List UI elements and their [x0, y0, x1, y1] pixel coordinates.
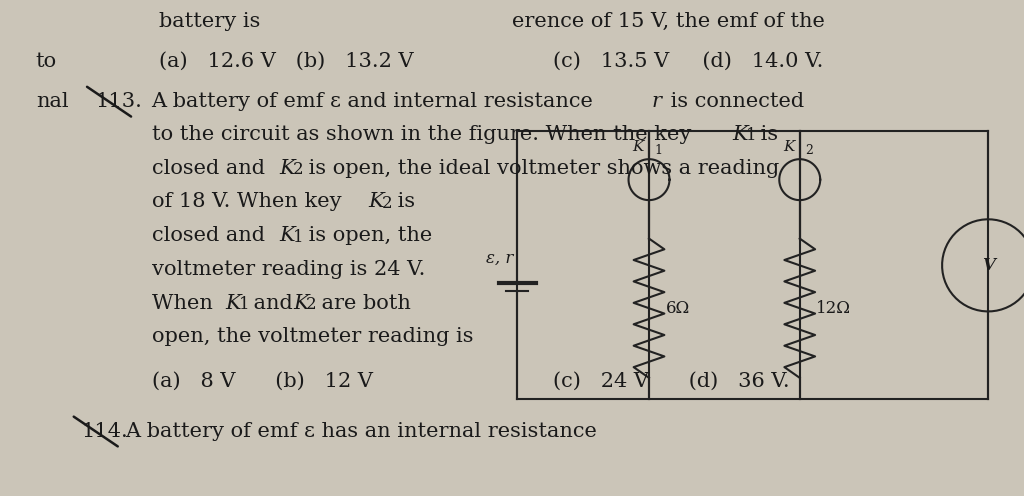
- Text: to the circuit as shown in the figure. When the key: to the circuit as shown in the figure. W…: [152, 125, 697, 144]
- Text: closed and: closed and: [152, 226, 271, 245]
- Text: K: K: [280, 226, 295, 245]
- Text: are both: are both: [315, 294, 412, 312]
- Text: 1: 1: [745, 127, 756, 144]
- Text: 12Ω: 12Ω: [816, 300, 851, 317]
- Text: K: K: [280, 159, 295, 178]
- Text: is open, the ideal voltmeter shows a reading: is open, the ideal voltmeter shows a rea…: [302, 159, 779, 178]
- Text: 2: 2: [805, 144, 813, 157]
- Text: A battery of emf ε and internal resistance: A battery of emf ε and internal resistan…: [152, 92, 600, 111]
- Text: battery is: battery is: [159, 12, 260, 31]
- Text: When: When: [152, 294, 219, 312]
- Text: K: K: [369, 192, 384, 211]
- Text: 2: 2: [382, 195, 392, 212]
- Text: (c)   13.5 V     (d)   14.0 V.: (c) 13.5 V (d) 14.0 V.: [553, 52, 823, 71]
- Text: 1: 1: [293, 229, 303, 246]
- Text: (c)   24 V      (d)   36 V.: (c) 24 V (d) 36 V.: [553, 372, 790, 391]
- Text: 1: 1: [654, 144, 663, 157]
- Text: voltmeter reading is 24 V.: voltmeter reading is 24 V.: [152, 260, 425, 279]
- Text: closed and: closed and: [152, 159, 271, 178]
- Text: K: K: [225, 294, 241, 312]
- Text: K: K: [732, 125, 748, 144]
- Text: open, the voltmeter reading is: open, the voltmeter reading is: [152, 327, 473, 346]
- Text: and: and: [247, 294, 299, 312]
- Text: A battery of emf ε has an internal resistance: A battery of emf ε has an internal resis…: [125, 422, 597, 440]
- Text: V: V: [982, 257, 994, 274]
- Text: r: r: [651, 92, 662, 111]
- Text: erence of 15 V, the emf of the: erence of 15 V, the emf of the: [512, 12, 825, 31]
- Text: to: to: [36, 52, 57, 71]
- Text: (a)   8 V      (b)   12 V: (a) 8 V (b) 12 V: [152, 372, 373, 391]
- Text: K: K: [293, 294, 308, 312]
- Text: of 18 V. When key: of 18 V. When key: [152, 192, 348, 211]
- Text: is: is: [754, 125, 778, 144]
- Text: 113.: 113.: [95, 92, 142, 111]
- Text: nal: nal: [36, 92, 69, 111]
- Text: 2: 2: [306, 296, 316, 313]
- Text: 6Ω: 6Ω: [666, 300, 689, 317]
- Text: 2: 2: [293, 161, 303, 178]
- Text: K: K: [783, 140, 795, 154]
- Text: is connected: is connected: [664, 92, 804, 111]
- Text: 1: 1: [239, 296, 249, 313]
- Text: (a)   12.6 V   (b)   13.2 V: (a) 12.6 V (b) 13.2 V: [159, 52, 414, 71]
- Text: K: K: [633, 140, 644, 154]
- Text: 114.: 114.: [82, 422, 129, 440]
- Text: is: is: [391, 192, 416, 211]
- Text: is open, the: is open, the: [302, 226, 432, 245]
- Text: ε, r: ε, r: [485, 250, 513, 267]
